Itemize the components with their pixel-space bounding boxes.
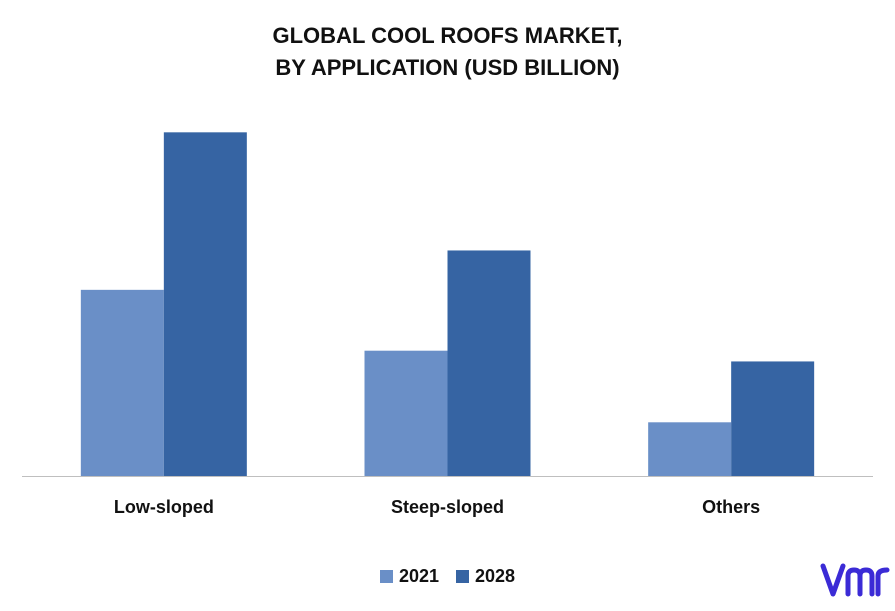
legend-label-2021: 2021 (398, 566, 439, 586)
chart-title: GLOBAL COOL ROOFS MARKET, BY APPLICATION… (0, 20, 895, 84)
x-tick-label: Others (702, 497, 760, 517)
x-tick-label: Low-sloped (114, 497, 214, 517)
legend-swatch-2028 (456, 570, 469, 583)
legend: 2021 2028 (0, 566, 895, 588)
bar-others-2028 (731, 361, 815, 476)
legend-swatch-2021 (379, 570, 393, 583)
legend-item-2028: 2028 (456, 566, 515, 587)
legend-label-2028: 2028 (475, 566, 516, 586)
chart-title-line-2: BY APPLICATION (USD BILLION) (275, 55, 620, 80)
x-tick-label: Steep-sloped (391, 497, 504, 517)
bar-steep-sloped-2028 (447, 250, 531, 476)
bar-low-sloped-2021 (80, 289, 164, 476)
bar-low-sloped-2028 (163, 132, 247, 476)
vmr-logo-icon (820, 563, 890, 597)
bar-steep-sloped-2021 (364, 350, 448, 476)
bar-others-2021 (648, 422, 732, 476)
legend-item-2021: 2021 (379, 566, 439, 587)
chart-title-line-1: GLOBAL COOL ROOFS MARKET, (272, 23, 623, 48)
